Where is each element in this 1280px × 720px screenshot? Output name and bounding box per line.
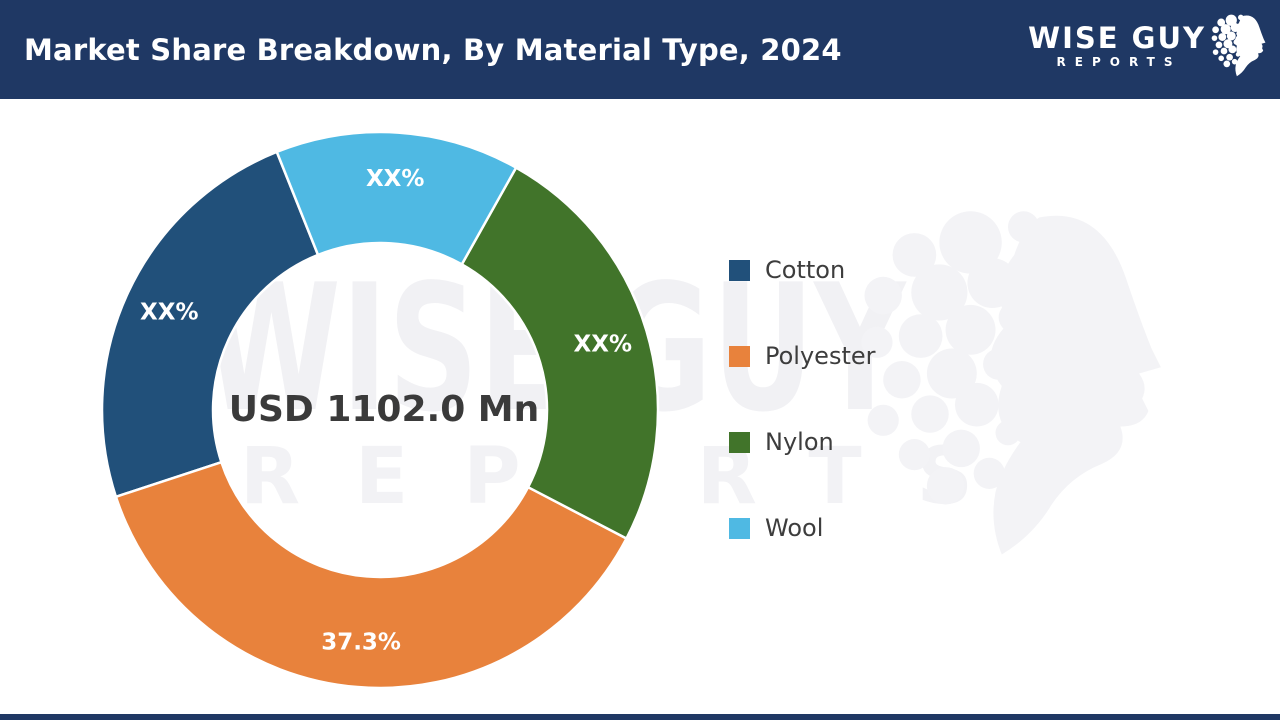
slice-nylon: [460, 166, 660, 540]
slice-polyester: [114, 460, 628, 690]
slice-label-nylon: XX%: [574, 332, 633, 358]
legend-label-wool: Wool: [765, 514, 824, 542]
logo-brand-name: WISE GUY: [1028, 20, 1206, 55]
slice-wool: [275, 130, 518, 266]
page-title: Market Share Breakdown, By Material Type…: [24, 32, 842, 67]
wiseguy-logo: WISE GUY REPORTS: [1028, 8, 1266, 84]
legend-item-cotton: Cotton: [729, 258, 875, 282]
footer-bar: [0, 714, 1280, 720]
slice-label-wool: XX%: [366, 166, 425, 192]
legend-swatch-wool: [729, 517, 750, 539]
legend-item-nylon: Nylon: [729, 430, 875, 454]
logo-brand-sub: REPORTS: [1056, 55, 1182, 70]
legend-item-polyester: Polyester: [729, 344, 875, 368]
legend-swatch-cotton: [729, 259, 750, 281]
legend-label-nylon: Nylon: [765, 428, 834, 456]
wiseguy-logo-text: WISE GUY REPORTS: [1028, 20, 1206, 70]
legend-item-wool: Wool: [729, 516, 875, 540]
chart-center-value: USD 1102.0 Mn: [228, 389, 540, 430]
slice-label-cotton: XX%: [140, 300, 199, 326]
legend-swatch-nylon: [729, 431, 750, 453]
header-bar: Market Share Breakdown, By Material Type…: [0, 0, 1280, 99]
chart-legend: Cotton Polyester Nylon Wool: [729, 258, 875, 540]
legend-label-cotton: Cotton: [765, 256, 846, 284]
legend-label-polyester: Polyester: [765, 342, 876, 370]
legend-swatch-polyester: [729, 345, 750, 367]
slice-label-polyester: 37.3%: [321, 630, 401, 656]
slice-cotton: [100, 150, 320, 499]
